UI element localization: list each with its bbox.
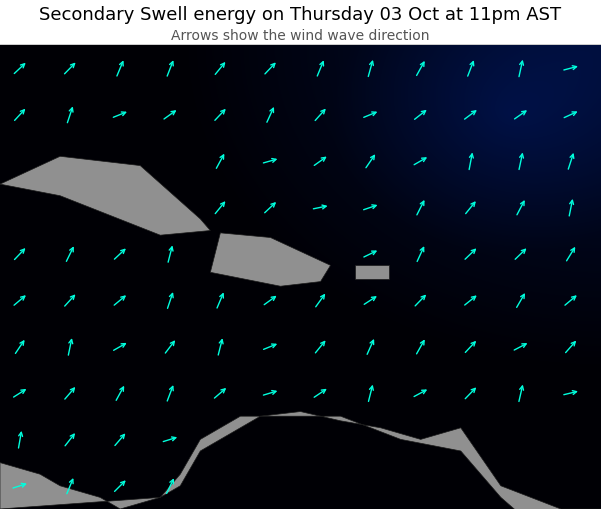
Text: Arrows show the wind wave direction: Arrows show the wind wave direction: [171, 29, 430, 43]
Polygon shape: [0, 412, 601, 509]
Text: Secondary Swell energy on Thursday 03 Oct at 11pm AST: Secondary Swell energy on Thursday 03 Oc…: [40, 6, 561, 23]
Polygon shape: [355, 266, 389, 280]
Polygon shape: [0, 157, 210, 236]
Polygon shape: [210, 234, 331, 287]
